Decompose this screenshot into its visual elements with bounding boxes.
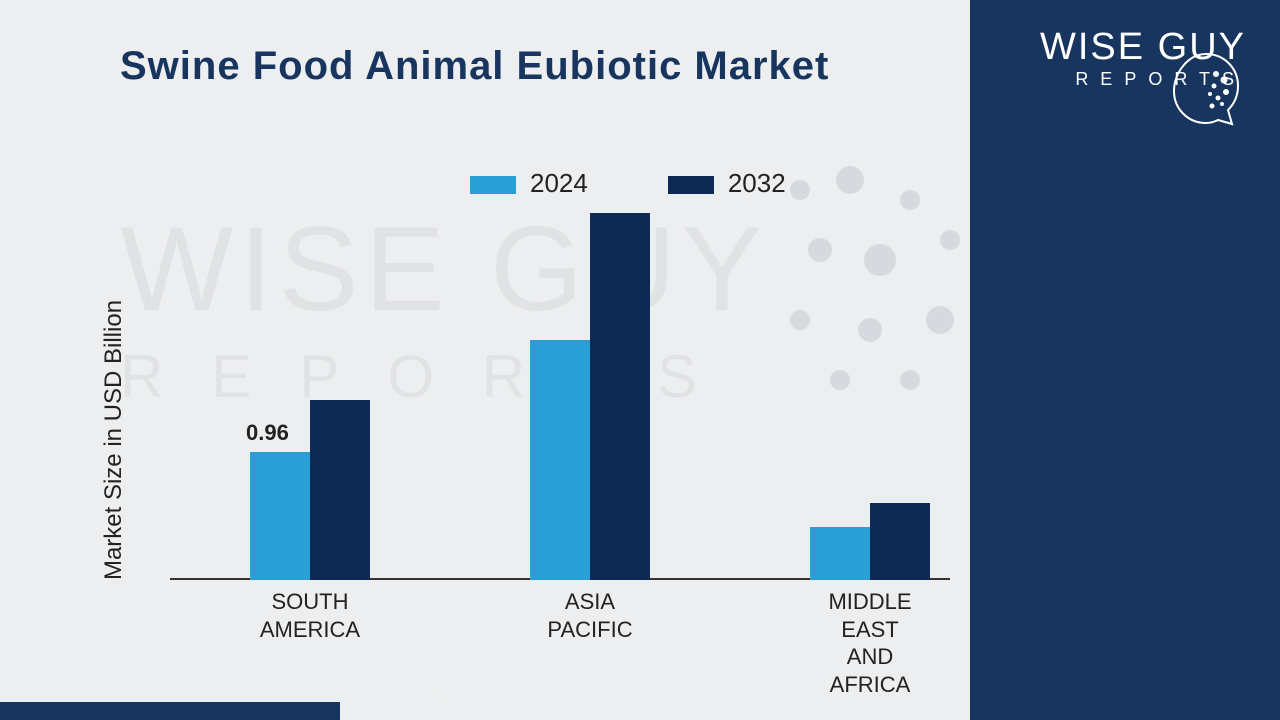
category-label: SOUTHAMERICA <box>210 588 410 643</box>
head-icon <box>1166 50 1246 140</box>
bar <box>810 527 870 580</box>
plot-area: SOUTHAMERICAASIAPACIFICMIDDLEEASTANDAFRI… <box>170 180 950 580</box>
bottom-strip <box>0 702 340 720</box>
brand-logo: WISE GUY REPORTS <box>1040 28 1246 88</box>
chart-title: Swine Food Animal Eubiotic Market <box>120 44 829 89</box>
category-label: ASIAPACIFIC <box>490 588 690 643</box>
chart-area: Market Size in USD Billion SOUTHAMERICAA… <box>60 160 960 700</box>
bar <box>530 340 590 580</box>
bar <box>870 503 930 580</box>
bar <box>310 400 370 580</box>
bar <box>590 213 650 580</box>
value-label: 0.96 <box>246 420 289 446</box>
y-axis-label: Market Size in USD Billion <box>100 240 128 640</box>
bar <box>250 452 310 580</box>
stage: Swine Food Animal Eubiotic Market WISE G… <box>0 0 1280 720</box>
category-label: MIDDLEEASTANDAFRICA <box>770 588 970 698</box>
